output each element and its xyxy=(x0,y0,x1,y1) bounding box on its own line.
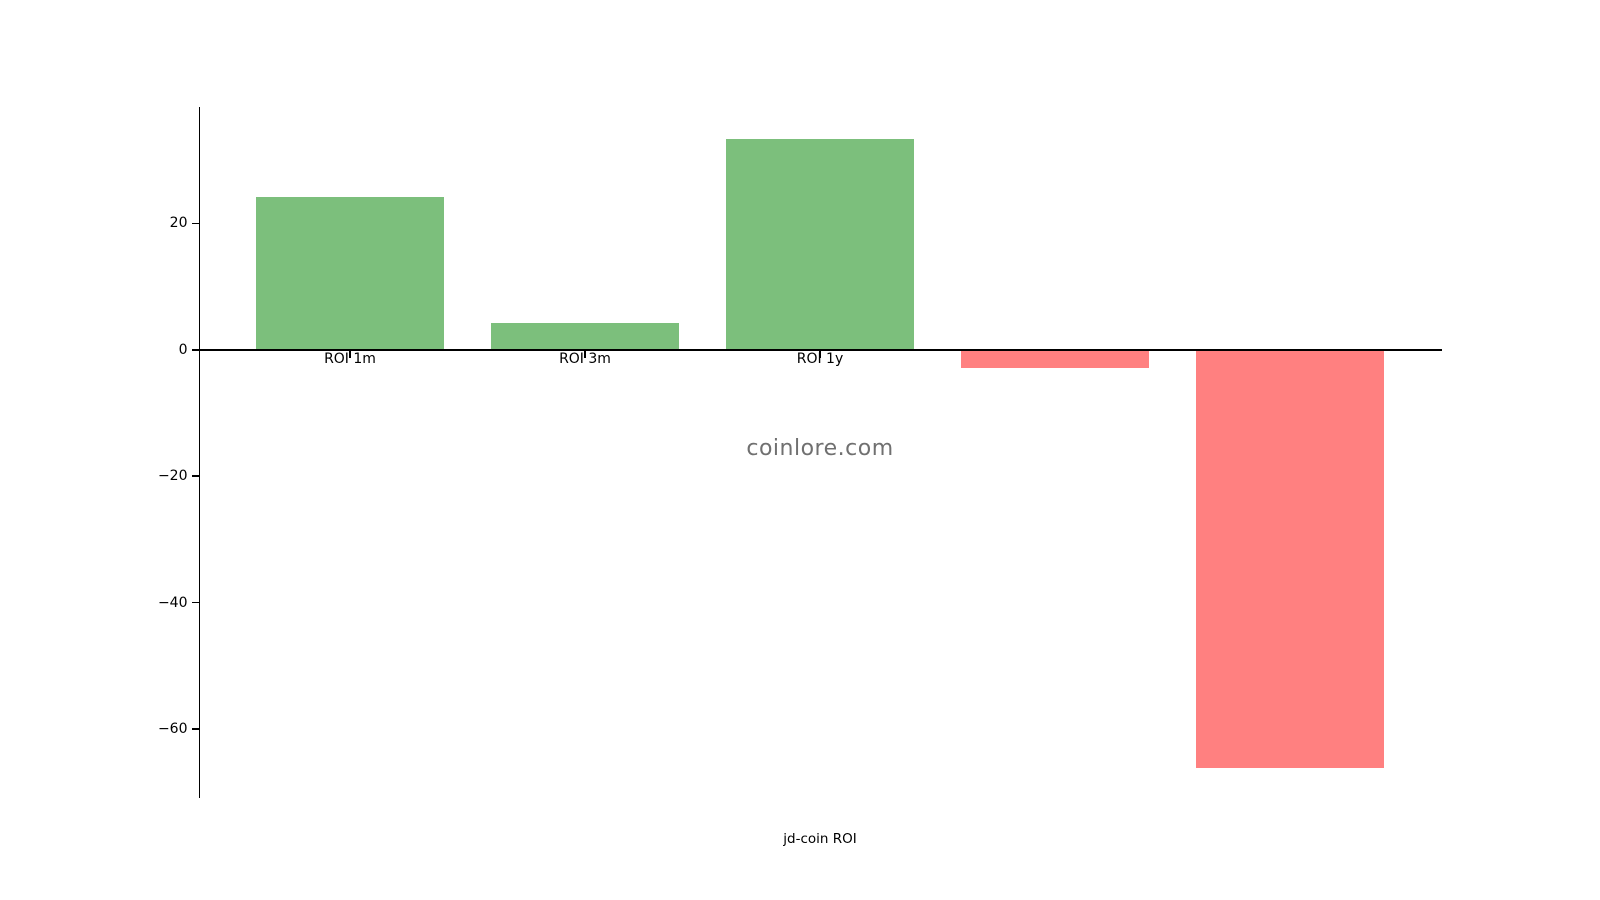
y-tick-mark xyxy=(191,601,199,604)
x-axis-title: jd-coin ROI xyxy=(783,831,857,847)
y-tick-mark xyxy=(191,475,199,477)
y-tick-label: 0 xyxy=(178,341,188,358)
y-tick-label: −40 xyxy=(157,594,188,611)
y-tick-label: −60 xyxy=(157,721,188,738)
y-tick-mark xyxy=(191,728,199,730)
x-tick-label: ROI 1y xyxy=(796,350,844,367)
bar-unlabeled-4 xyxy=(1196,349,1384,769)
x-tick-mark xyxy=(349,349,351,358)
y-tick-mark xyxy=(191,349,199,351)
x-tick-mark xyxy=(584,349,586,358)
y-axis-line xyxy=(198,107,200,798)
x-tick-mark xyxy=(819,349,821,358)
watermark-text: coinlore.com xyxy=(746,436,894,461)
bar-roi-3m xyxy=(491,323,679,350)
bar-unlabeled-3 xyxy=(961,349,1149,369)
x-tick-label: ROI 3m xyxy=(559,350,611,367)
bar-roi-1m xyxy=(256,196,444,350)
x-axis-line xyxy=(198,349,1442,351)
y-tick-label: 20 xyxy=(169,215,188,232)
x-tick-label: ROI 1m xyxy=(324,350,376,367)
y-tick-label: −20 xyxy=(157,468,188,485)
y-tick-mark xyxy=(191,222,199,225)
bar-roi-1y xyxy=(726,139,914,350)
